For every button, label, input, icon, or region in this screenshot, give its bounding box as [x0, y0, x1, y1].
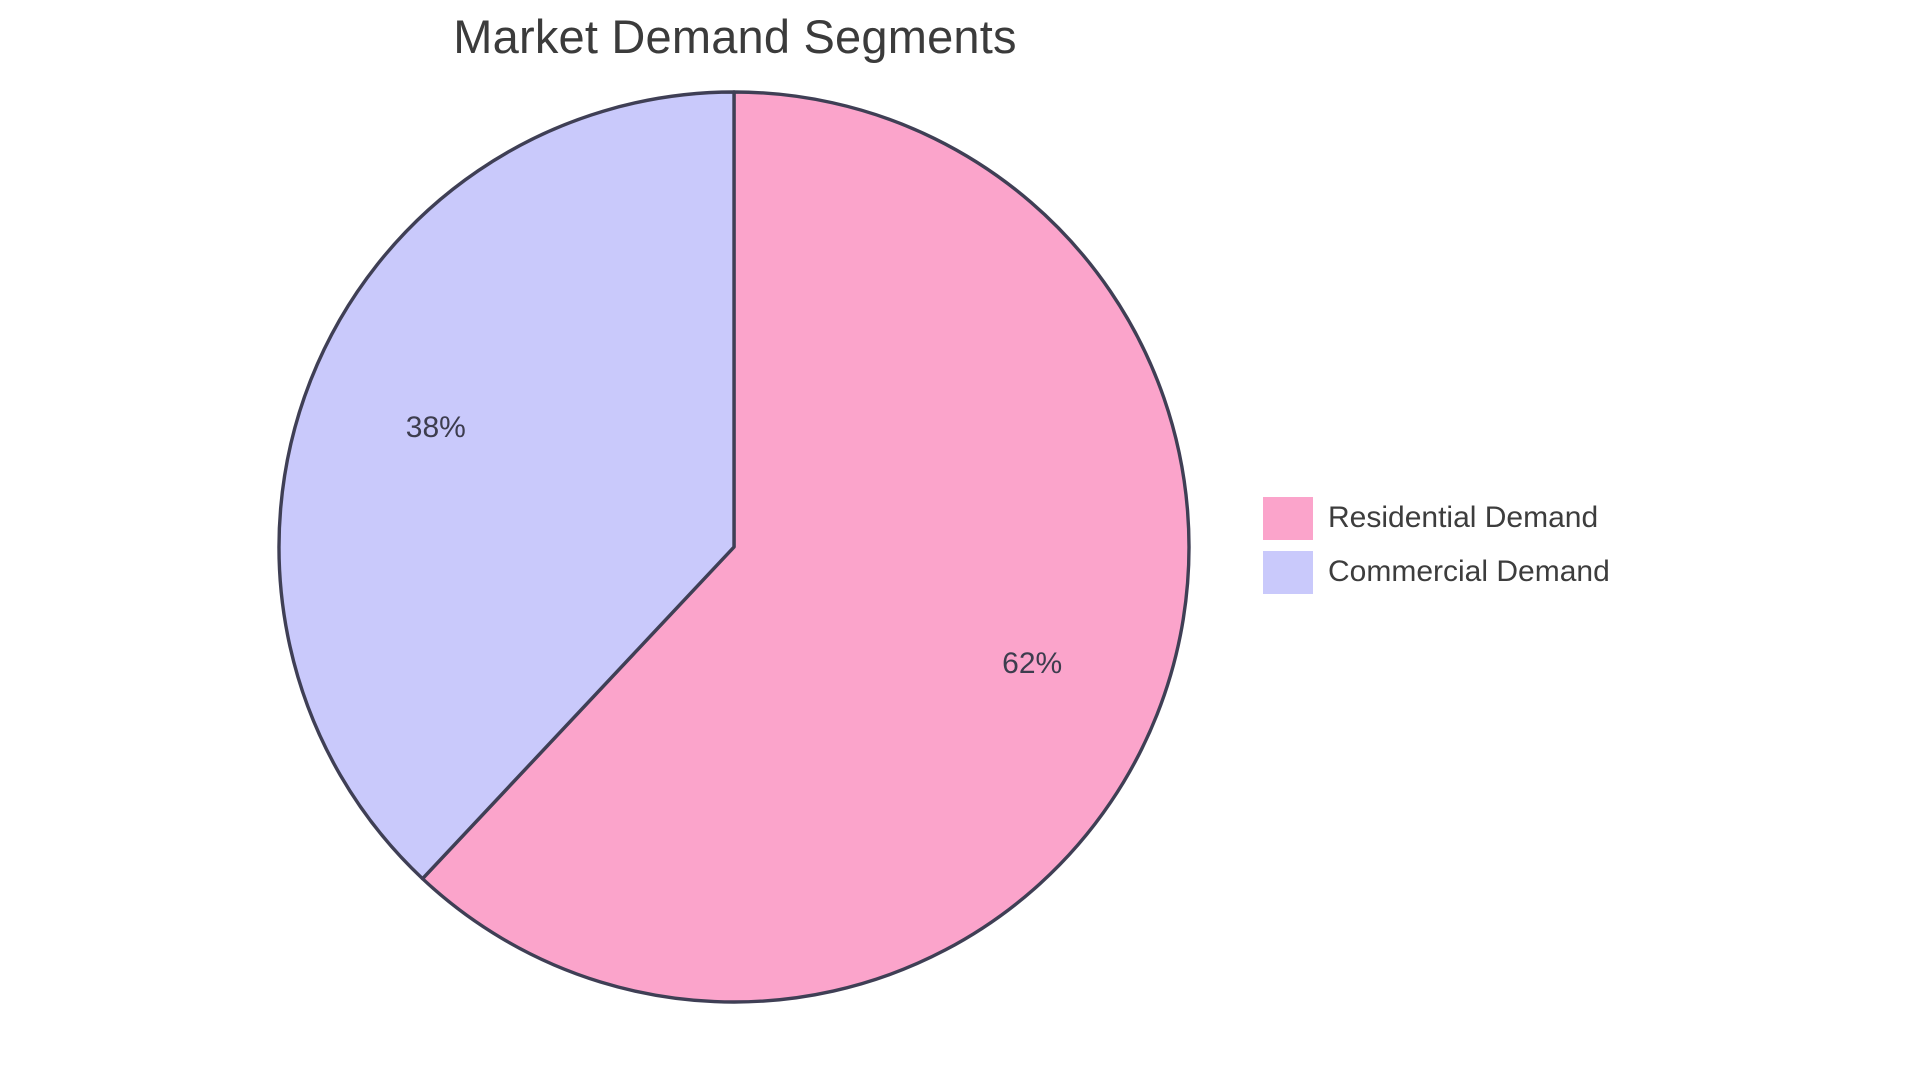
- pie-slice-residential-demand[interactable]: [420, 90, 1191, 1004]
- chart-title: Market Demand Segments: [453, 10, 1017, 63]
- legend-swatch-commercial-icon: [1263, 550, 1313, 594]
- legend-label-commercial: Commercial Demand: [1328, 555, 1610, 588]
- pie-slice-label-residential: 62%: [1002, 647, 1062, 680]
- chart-legend: Residential Demand Commercial Demand: [1263, 491, 1610, 599]
- pie-slice-label-commercial: 38%: [406, 411, 466, 444]
- legend-item-residential-demand[interactable]: Residential Demand: [1263, 491, 1610, 545]
- pie-slice-commercial-demand[interactable]: [277, 90, 736, 881]
- legend-label-residential: Residential Demand: [1328, 501, 1599, 534]
- legend-item-commercial-demand[interactable]: Commercial Demand: [1263, 545, 1610, 599]
- legend-swatch-residential-icon: [1263, 496, 1313, 540]
